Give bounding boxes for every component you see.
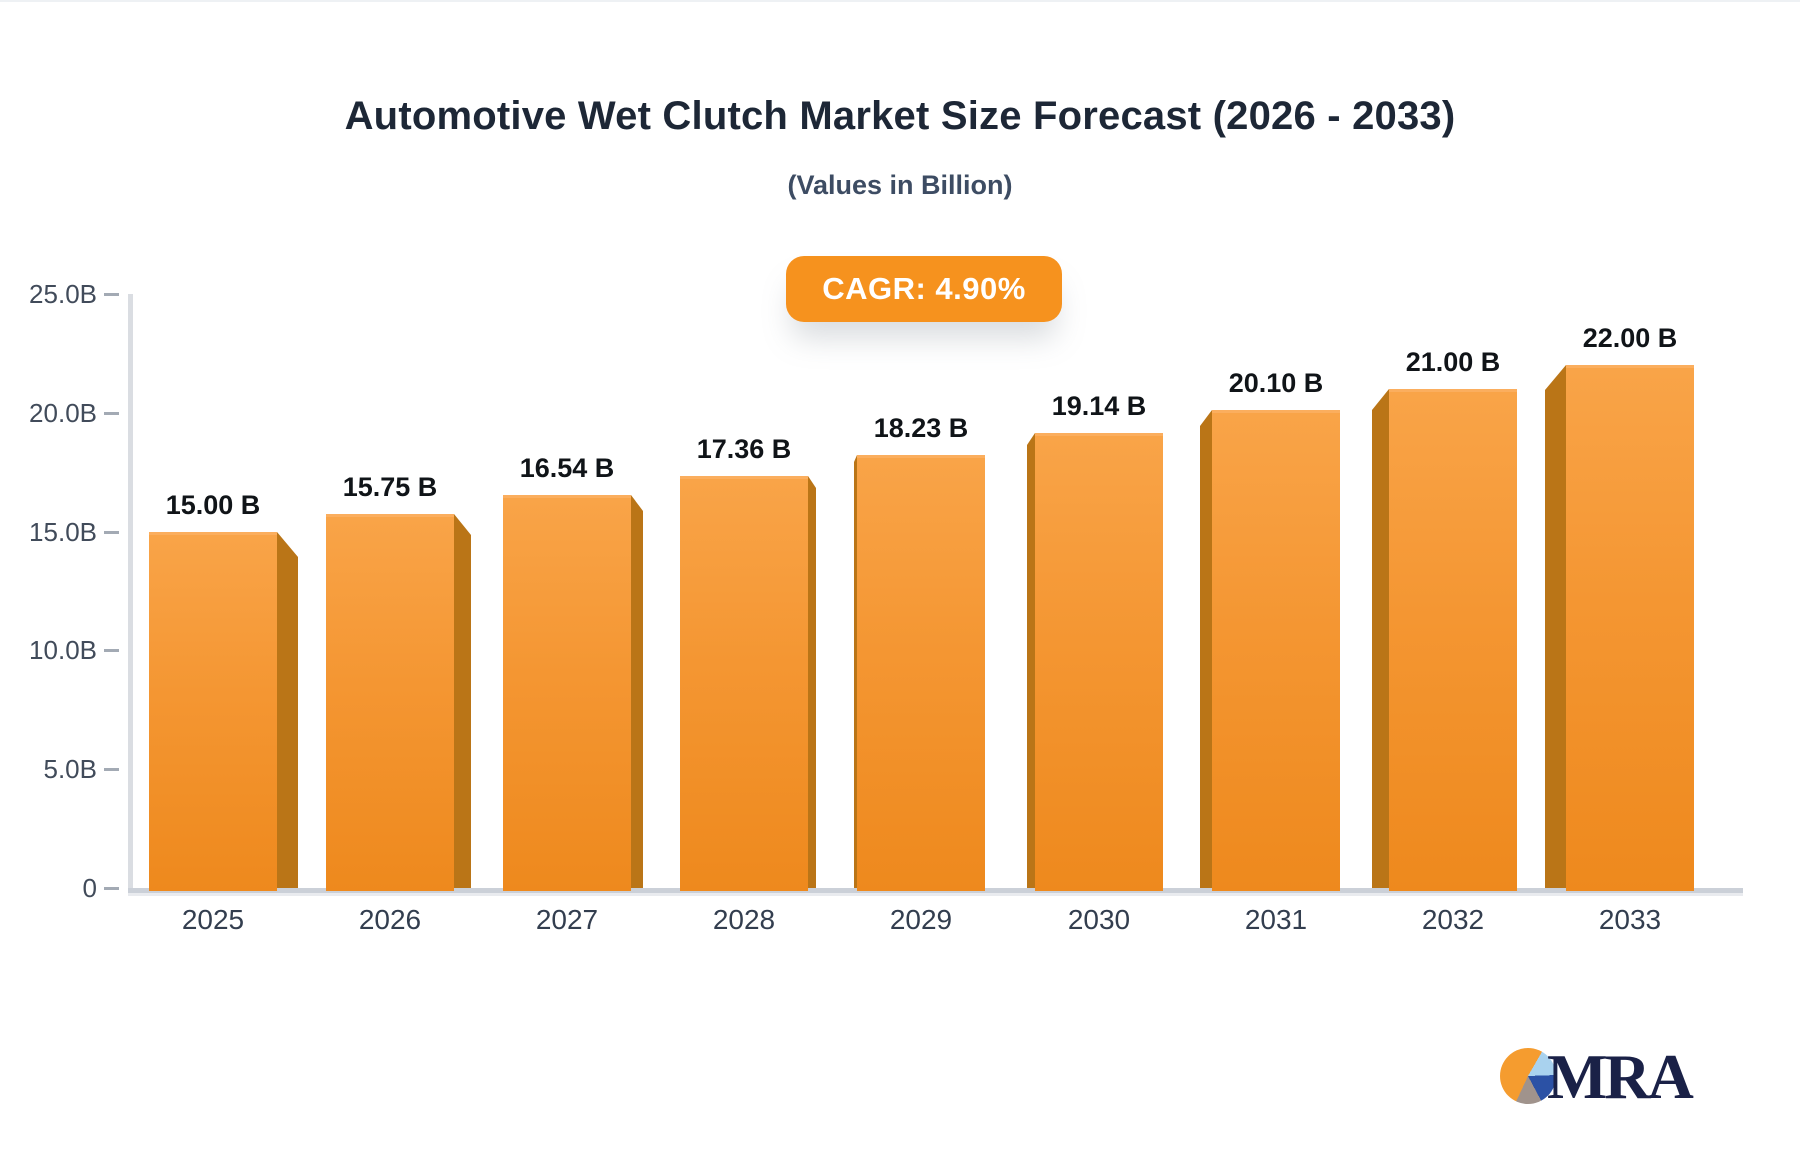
y-tick-label: 0 bbox=[82, 873, 97, 903]
x-tick-label-2033: 2033 bbox=[1598, 904, 1662, 935]
y-tick-mark bbox=[104, 293, 119, 296]
y-tick-label: 5.0B bbox=[43, 754, 98, 785]
x-axis-baseline-shadow bbox=[128, 893, 1743, 896]
bar-value-label: 16.54 B bbox=[519, 453, 615, 483]
mra-logo-pie-icon bbox=[1500, 1048, 1556, 1104]
bar-value-label: 15.75 B bbox=[342, 472, 438, 502]
bar-side-face bbox=[631, 495, 643, 888]
bar-side-face bbox=[1027, 433, 1035, 888]
bar-face bbox=[1566, 365, 1694, 891]
y-tick-mark bbox=[104, 768, 119, 772]
bar-face bbox=[503, 495, 631, 891]
bar-side-face bbox=[1200, 410, 1212, 888]
bar-side-face bbox=[854, 455, 857, 888]
x-tick-label-2025: 2025 bbox=[181, 904, 245, 935]
bar-face bbox=[680, 476, 808, 891]
bar-2026 bbox=[326, 514, 471, 891]
chart-subtitle: (Values in Billion) bbox=[787, 170, 1013, 200]
bar-face bbox=[1389, 389, 1517, 891]
y-tick-mark bbox=[104, 530, 119, 534]
y-tick-label: 20.0B bbox=[29, 397, 97, 428]
y-tick-label: 25.0B bbox=[29, 279, 97, 309]
bar-face bbox=[857, 455, 985, 891]
bar-2029 bbox=[854, 455, 985, 891]
bar-2025 bbox=[149, 532, 298, 891]
x-tick-label-2031: 2031 bbox=[1244, 904, 1308, 935]
x-tick-label-2029: 2029 bbox=[889, 904, 953, 935]
bar-2027 bbox=[503, 495, 643, 891]
x-tick-label-2028: 2028 bbox=[712, 904, 776, 935]
cagr-badge: CAGR: 4.90% bbox=[786, 256, 1062, 322]
bar-value-label: 20.10 B bbox=[1228, 368, 1324, 398]
bar-value-label: 22.00 B bbox=[1582, 323, 1678, 353]
bar-face bbox=[149, 532, 277, 891]
y-axis-line bbox=[128, 294, 133, 888]
bar-side-face bbox=[277, 532, 298, 888]
y-tick-label: 10.0B bbox=[29, 635, 97, 666]
bar-value-label: 15.00 B bbox=[165, 490, 261, 520]
x-tick-label-2026: 2026 bbox=[358, 904, 422, 935]
bar-2030 bbox=[1027, 433, 1163, 891]
y-tick-label: 15.0B bbox=[29, 516, 97, 547]
mra-logo-text: MRA bbox=[1547, 1041, 1694, 1112]
bar-side-face bbox=[1372, 389, 1389, 888]
bar-side-face bbox=[808, 476, 816, 888]
bar-value-label: 18.23 B bbox=[873, 413, 969, 443]
mra-logo: MRA bbox=[1500, 1038, 1720, 1118]
x-tick-label-2027: 2027 bbox=[535, 904, 599, 935]
x-tick-label-2030: 2030 bbox=[1067, 904, 1131, 935]
bar-2033 bbox=[1545, 365, 1694, 891]
cagr-badge-label: CAGR: 4.90% bbox=[822, 271, 1026, 306]
bar-face bbox=[326, 514, 454, 891]
bar-face bbox=[1212, 410, 1340, 891]
y-tick-mark bbox=[104, 649, 119, 653]
bar-2031 bbox=[1200, 410, 1340, 891]
bar-side-face bbox=[1545, 365, 1566, 888]
bar-2032 bbox=[1372, 389, 1517, 891]
bar-face bbox=[1035, 433, 1163, 891]
bar-value-label: 21.00 B bbox=[1405, 347, 1501, 377]
y-tick-mark bbox=[104, 887, 119, 890]
bar-2028 bbox=[680, 476, 816, 891]
bar-side-face bbox=[454, 514, 471, 888]
x-tick-label-2032: 2032 bbox=[1421, 904, 1485, 935]
bar-value-label: 19.14 B bbox=[1051, 391, 1147, 421]
chart-title: Automotive Wet Clutch Market Size Foreca… bbox=[344, 94, 1456, 138]
bar-value-label: 17.36 B bbox=[696, 434, 792, 464]
y-tick-mark bbox=[104, 411, 119, 415]
